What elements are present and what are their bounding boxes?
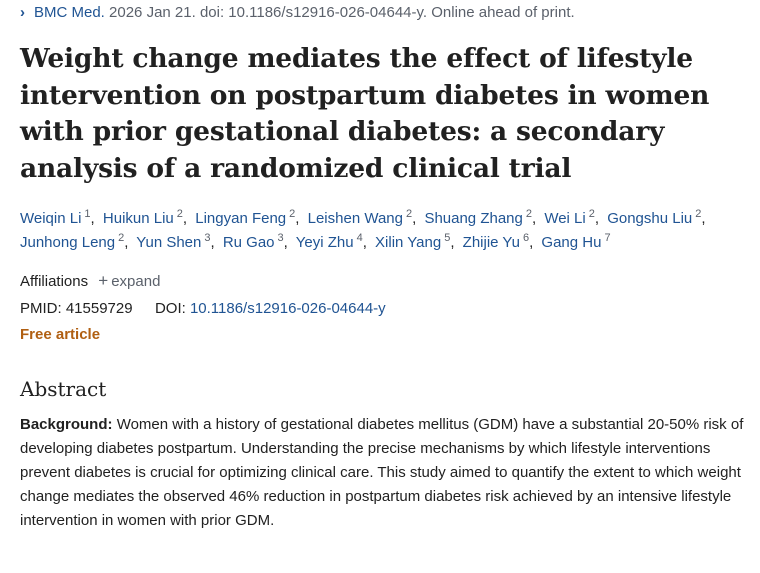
author-separator: , — [210, 234, 215, 251]
citation-details: 2026 Jan 21. doi: 10.1186/s12916-026-046… — [109, 4, 575, 21]
affiliations-expand-button[interactable]: + expand — [98, 271, 161, 290]
author-name-link[interactable]: Junhong Leng — [20, 234, 116, 251]
author-item: Xilin Yang 5, — [375, 232, 458, 252]
affiliation-number-link[interactable]: 5 — [444, 232, 451, 244]
author-item: Huikun Liu 2, — [102, 208, 191, 228]
affiliation-number-link[interactable]: 1 — [84, 208, 91, 220]
affiliation-number-link[interactable]: 2 — [289, 208, 296, 220]
author-item: Ru Gao 3, — [222, 232, 292, 252]
author-separator: , — [412, 210, 417, 227]
doi-link[interactable]: 10.1186/s12916-026-04644-y — [189, 299, 386, 317]
background-text: Women with a history of gestational diab… — [20, 415, 744, 530]
author-name-link[interactable]: Xilin Yang — [375, 234, 442, 251]
article-meta: Affiliations + expand PMID: 41559729 DOI:… — [20, 268, 760, 349]
affiliation-number-link[interactable]: 2 — [588, 208, 595, 220]
pmid-value: 41559729 — [65, 299, 133, 317]
author-name-link[interactable]: Yun Shen — [136, 234, 202, 251]
author-item: Zhijie Yu 6, — [462, 232, 538, 252]
author-name-link[interactable]: Ru Gao — [222, 234, 275, 251]
affiliation-number-link[interactable]: 6 — [522, 232, 530, 244]
author-separator: , — [283, 234, 288, 251]
affiliation-number-link[interactable]: 2 — [525, 208, 532, 220]
affiliation-number-link[interactable]: 4 — [356, 232, 363, 244]
author-separator: , — [362, 234, 367, 251]
affiliation-number-link[interactable]: 7 — [604, 232, 611, 244]
free-article-badge: Free article — [20, 326, 101, 343]
author-name-link[interactable]: Zhijie Yu — [462, 234, 520, 251]
author-name-link[interactable]: Lingyan Feng — [195, 210, 287, 227]
author-item: Gang Hu 7 — [541, 232, 611, 252]
doi-label: DOI: — [154, 299, 186, 317]
author-item: Wei Li 2, — [544, 208, 603, 228]
author-separator: , — [701, 210, 706, 227]
background-subheading: Background: — [20, 415, 113, 433]
abstract-heading: Abstract — [20, 376, 107, 401]
author-name-link[interactable]: Huikun Liu — [102, 210, 174, 227]
journal-link[interactable]: BMC Med. — [34, 4, 105, 21]
author-item: Shuang Zhang 2, — [424, 208, 540, 228]
author-separator: , — [594, 210, 600, 227]
author-separator: , — [529, 234, 534, 251]
chevron-right-icon[interactable]: › — [20, 4, 25, 21]
article-page: › BMC Med. 2026 Jan 21. doi: 10.1186/s129… — [0, 3, 760, 534]
identifiers-row: PMID: 41559729 DOI: 10.1186/s12916-026-0… — [20, 296, 760, 323]
article-title: Weight change mediates the effect of lif… — [20, 43, 710, 184]
pmid-label: PMID: — [20, 299, 62, 317]
affiliation-number-link[interactable]: 3 — [204, 232, 211, 244]
author-name-link[interactable]: Wei Li — [544, 210, 586, 227]
expand-label: expand — [111, 273, 161, 290]
plus-icon: + — [98, 271, 109, 290]
author-name-link[interactable]: Yeyi Zhu — [295, 234, 354, 251]
citation-line: › BMC Med. 2026 Jan 21. doi: 10.1186/s129… — [20, 3, 760, 23]
author-separator: , — [450, 234, 455, 251]
affiliation-number-link[interactable]: 2 — [118, 232, 125, 244]
author-name-link[interactable]: Leishen Wang — [307, 210, 403, 227]
affiliations-row: Affiliations + expand — [20, 268, 760, 296]
author-item: Weiqin Li 1, — [20, 208, 99, 228]
author-name-link[interactable]: Weiqin Li — [20, 210, 82, 227]
author-item: Leishen Wang 2, — [307, 208, 421, 228]
author-separator: , — [182, 210, 188, 227]
author-separator: , — [531, 210, 537, 227]
author-list: Weiqin Li 1, Huikun Liu 2, Lingyan Feng 2, … — [20, 207, 750, 255]
affiliations-label: Affiliations — [20, 273, 89, 290]
affiliation-number-link[interactable]: 2 — [176, 208, 183, 220]
author-item: Gongshu Liu 2, — [607, 208, 709, 228]
affiliation-number-link[interactable]: 2 — [695, 208, 702, 220]
author-item: Lingyan Feng 2, — [195, 208, 303, 228]
affiliation-number-link[interactable]: 2 — [405, 208, 413, 220]
author-name-link[interactable]: Gongshu Liu — [607, 210, 693, 227]
abstract-background: Background: Women with a history of gest… — [20, 413, 745, 534]
author-name-link[interactable]: Shuang Zhang — [424, 210, 523, 227]
author-separator: , — [124, 234, 129, 251]
affiliation-number-link[interactable]: 3 — [277, 232, 284, 244]
author-name-link[interactable]: Gang Hu — [541, 234, 602, 251]
author-item: Junhong Leng 2, — [20, 232, 132, 252]
author-item: Yun Shen 3, — [136, 232, 218, 252]
author-separator: , — [295, 210, 300, 227]
author-item: Yeyi Zhu 4, — [295, 232, 371, 252]
author-separator: , — [90, 210, 95, 227]
